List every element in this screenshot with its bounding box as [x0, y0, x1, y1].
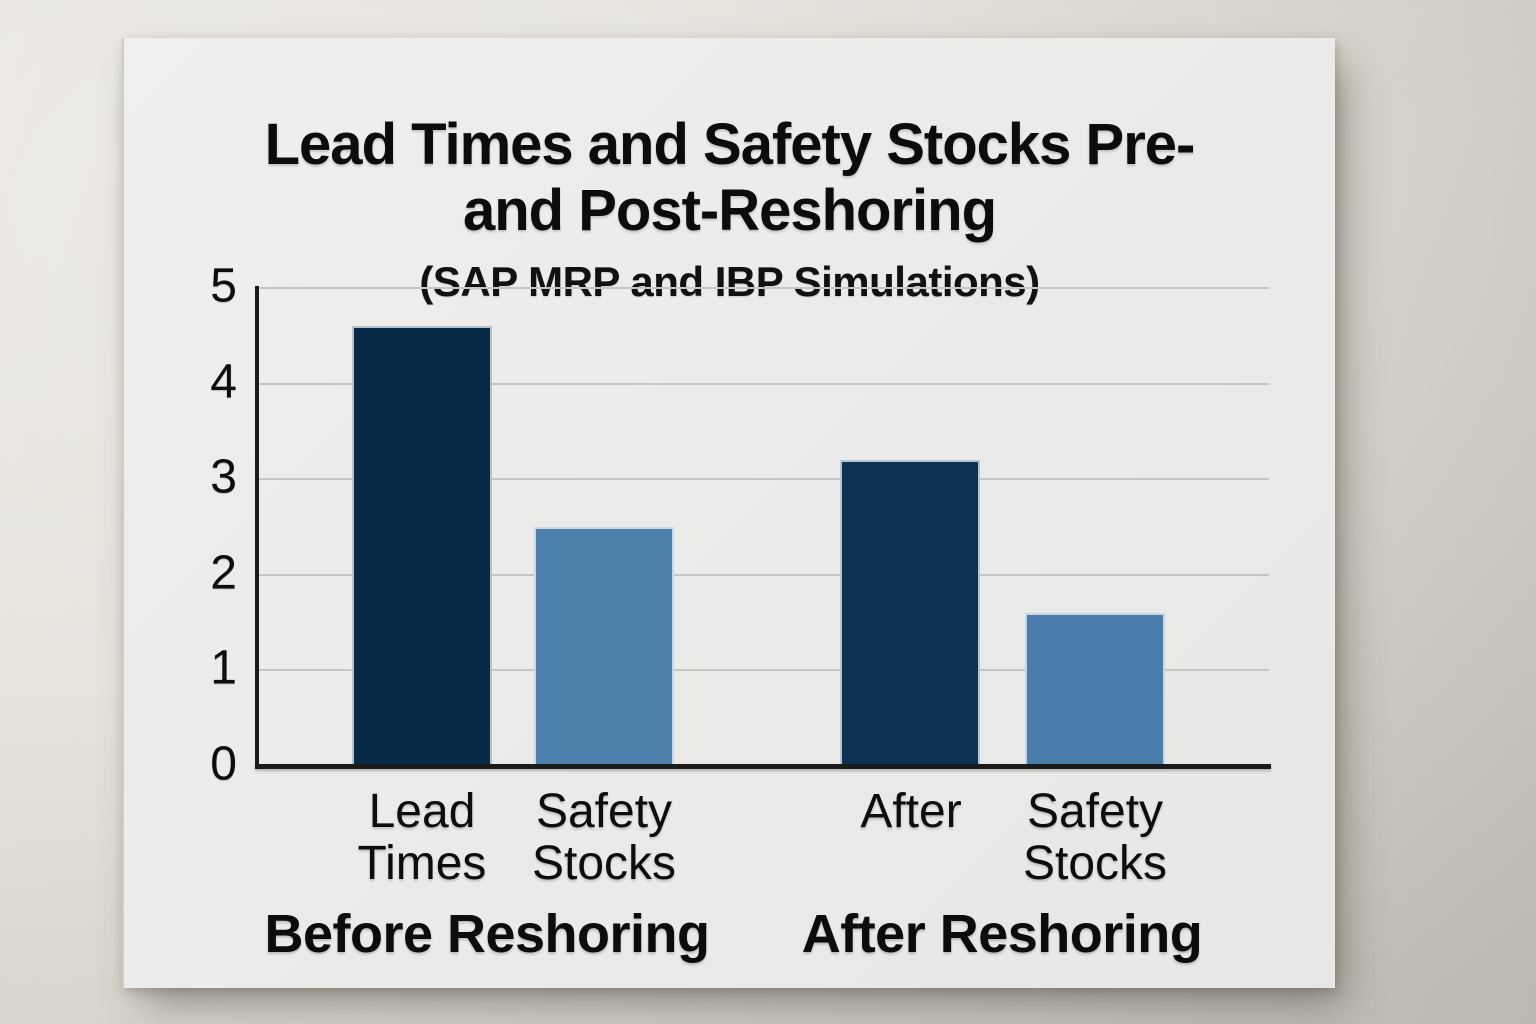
- group-label-before-reshoring: Before Reshoring: [264, 904, 710, 964]
- bar-safety-stocks-4: [1025, 613, 1165, 766]
- gridline-y-5: [257, 287, 1269, 289]
- bar-lead-times-1: [352, 326, 492, 766]
- x-axis-line: [255, 764, 1271, 769]
- gridline-y-3: [257, 478, 1269, 481]
- y-tick-label-5: 5: [210, 259, 237, 313]
- y-tick-label-3: 3: [210, 450, 237, 504]
- y-tick-label-0: 0: [210, 737, 237, 791]
- gridline-y-1: [257, 669, 1269, 672]
- chart-subtitle: (SAP MRP and IBP Simulations): [419, 258, 1040, 305]
- group-label-after-reshoring: After Reshoring: [801, 904, 1203, 964]
- chart-title-line-1: Lead Times and Safety Stocks Pre-: [264, 112, 1196, 177]
- chart-title-line-2: and Post-Reshoring: [462, 178, 997, 243]
- gridline-y-2: [257, 573, 1269, 576]
- y-axis-line: [255, 286, 259, 768]
- plot-area: [255, 286, 1271, 769]
- bar-label-lead-times-1: Lead Times: [357, 785, 487, 890]
- gridline-y-4: [257, 382, 1269, 385]
- chart-title-block: Lead Times and Safety Stocks Pre- and Po…: [124, 112, 1335, 306]
- bar-label-safety-stocks-2: Safety Stocks: [531, 785, 677, 890]
- bar-safety-stocks-2: [534, 527, 674, 766]
- bar-after-3: [840, 460, 980, 766]
- y-tick-label-2: 2: [210, 546, 237, 600]
- y-tick-label-1: 1: [210, 641, 237, 695]
- bar-label-safety-stocks-4: Safety Stocks: [1022, 785, 1168, 890]
- chart-card: Lead Times and Safety Stocks Pre- and Po…: [122, 38, 1335, 988]
- bar-label-after-3: After: [860, 785, 962, 838]
- y-tick-label-4: 4: [210, 354, 237, 408]
